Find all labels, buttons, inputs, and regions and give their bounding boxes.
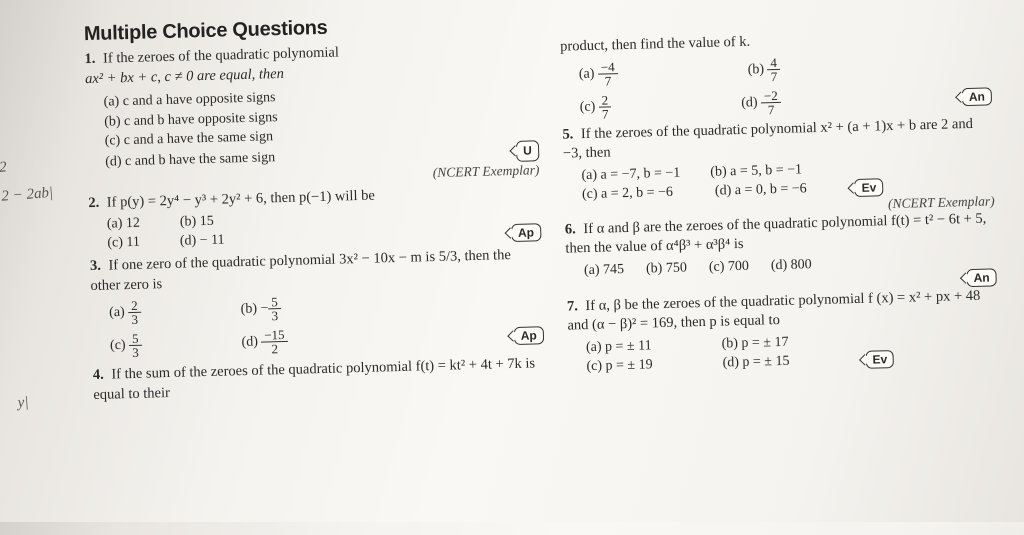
q4-tag: An [962, 87, 992, 106]
q7-opt-a: (a) p = ± 11 [586, 338, 652, 356]
q1-number: 1. [84, 51, 95, 67]
q4-text: If the sum of the zeroes of the quadrati… [93, 356, 535, 403]
q3-tag: Ap [513, 326, 543, 345]
q4-opt-d: (d) −27 [741, 88, 781, 116]
q4-opt-b: (b) 47 [747, 55, 780, 83]
q6-opt-c: (c) 700 [709, 259, 749, 276]
q7-opt-b: (b) p = ± 17 [721, 335, 788, 353]
q1-options: (a) c and a have opposite signs (b) c an… [85, 81, 539, 191]
q2-opt-d: (d) − 11 [180, 233, 225, 250]
q3-number: 3. [90, 258, 101, 274]
q7-opt-c: (c) p = ± 19 [586, 357, 653, 375]
q4-opt-a: (a) −47 [579, 60, 619, 88]
q4-number: 4. [93, 367, 104, 383]
q6-tag: An [966, 268, 996, 287]
q2-opt-a: (a) 12 [107, 216, 140, 233]
q5-tag: Ev [854, 178, 883, 197]
q5-opt-d: (d) a = 0, b = −6 [715, 181, 807, 199]
q3-options-row2: (c) 53 (d) −152 Ap [92, 321, 544, 360]
q2-opt-c: (c) 11 [107, 235, 140, 252]
q2-number: 2. [88, 194, 99, 210]
q3-opt-d: (d) −152 [241, 328, 288, 356]
q1-tag: U [516, 140, 539, 161]
q6-opt-a: (a) 745 [584, 262, 624, 279]
q6-opt-d: (d) 800 [771, 257, 812, 274]
q3-text: If one zero of the quadratic polynomial … [90, 247, 511, 294]
q5-opt-c: (c) a = 2, b = −6 [582, 184, 673, 202]
q7-number: 7. [567, 298, 578, 314]
two-column-layout: 1. If the zeroes of the quadratic polyno… [84, 26, 999, 409]
q6-opt-b: (b) 750 [646, 260, 687, 277]
q3-opt-a: (a) 23 [109, 299, 141, 327]
question-3: 3. If one zero of the quadratic polynomi… [90, 245, 543, 296]
question-1: 1. If the zeroes of the quadratic polyno… [84, 38, 537, 89]
q1-line2: ax² + bx + c, c ≠ 0 are equal, then [85, 65, 284, 86]
q3-opt-c: (c) 53 [110, 332, 142, 360]
page-body: Multiple Choice Questions 1. If the zero… [0, 0, 1024, 424]
q5-number: 5. [562, 126, 573, 142]
question-5: 5. If the zeroes of the quadratic polyno… [562, 114, 993, 164]
q2-tag: Ap [511, 223, 541, 242]
q7-opt-d: (d) p = ± 15 [722, 354, 789, 372]
right-column: product, then find the value of k. (a) −… [560, 26, 1000, 397]
q4-opt-c: (c) 27 [579, 93, 611, 121]
q3-opt-b: (b) −53 [240, 295, 281, 323]
q4-options-row1: (a) −47 (b) 47 [561, 50, 992, 88]
q2-text: If p(y) = 2y⁴ − y³ + 2y² + 6, then p(−1)… [107, 187, 375, 210]
q5-opt-a: (a) a = −7, b = −1 [581, 165, 680, 184]
question-4: 4. If the sum of the zeroes of the quadr… [93, 354, 546, 405]
q1-line1: If the zeroes of the quadratic polynomia… [103, 44, 339, 66]
q7-tag: Ev [865, 350, 894, 369]
q5-text: If the zeroes of the quadratic polynomia… [563, 115, 973, 161]
left-column: 1. If the zeroes of the quadratic polyno… [84, 38, 545, 409]
q6-number: 6. [565, 221, 576, 237]
q5-opt-b: (b) a = 5, b = −1 [710, 162, 802, 180]
q2-opt-b: (b) 15 [180, 214, 214, 231]
